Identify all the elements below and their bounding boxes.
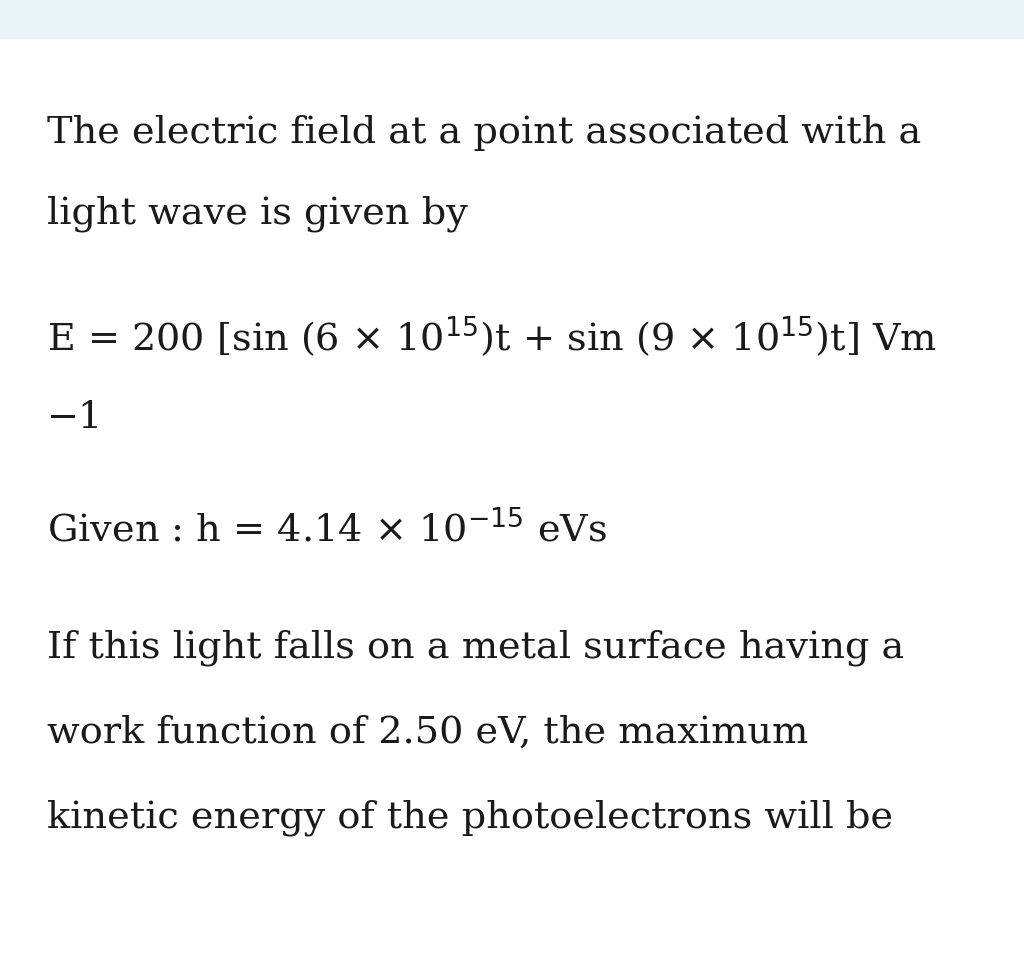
Text: −1: −1 [47,400,103,436]
Text: light wave is given by: light wave is given by [47,195,468,231]
Text: E = 200 [sin (6 $\times$ 10$^{15}$)t + sin (9 $\times$ 10$^{15}$)t] Vm: E = 200 [sin (6 $\times$ 10$^{15}$)t + s… [47,315,937,360]
Text: work function of 2.50 eV, the maximum: work function of 2.50 eV, the maximum [47,715,808,751]
Text: The electric field at a point associated with a: The electric field at a point associated… [47,115,922,151]
Text: kinetic energy of the photoelectrons will be: kinetic energy of the photoelectrons wil… [47,800,893,836]
Bar [0,0,1024,38]
Text: If this light falls on a metal surface having a: If this light falls on a metal surface h… [47,630,904,667]
Text: Given : h = 4.14 $\times$ 10$^{-15}$ eVs: Given : h = 4.14 $\times$ 10$^{-15}$ eVs [47,510,607,550]
